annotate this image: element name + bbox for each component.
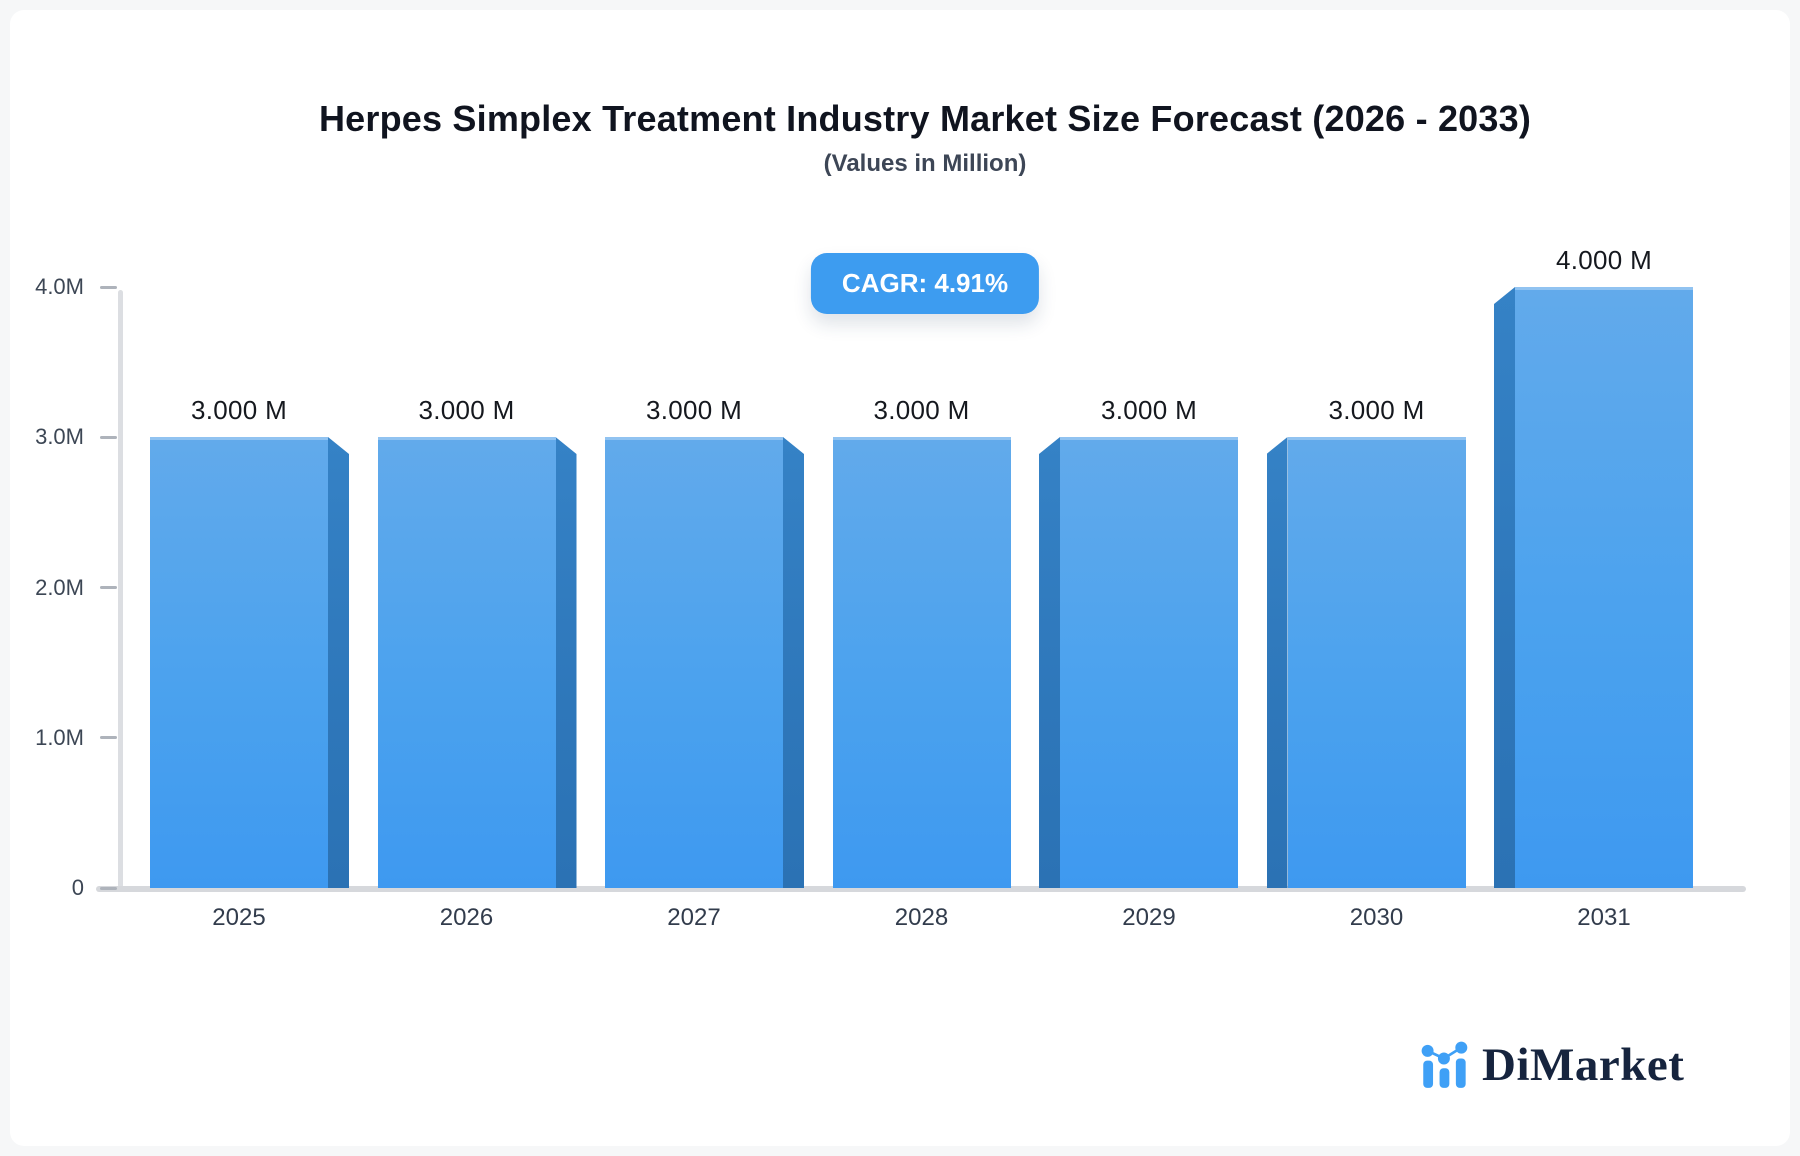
- bar-2026: [377, 437, 556, 888]
- bar-value-label: 3.000 M: [190, 395, 288, 425]
- bar-value-label: 3.000 M: [645, 395, 743, 425]
- bar-value-label: 3.000 M: [418, 395, 515, 425]
- bar-side-panel: [1266, 437, 1288, 888]
- x-axis-label: 2025: [212, 904, 266, 931]
- bar-value-label: 3.000 M: [1328, 395, 1425, 425]
- bar-2027: [605, 437, 783, 888]
- y-axis-tick-mark: [100, 886, 117, 890]
- bar-2025: [150, 437, 328, 888]
- chart-stage: Herpes Simplex Treatment Industry Market…: [10, 10, 1790, 1146]
- x-axis-label: 2026: [439, 904, 494, 931]
- bar-2031: [1515, 287, 1693, 888]
- chart-subtitle: (Values in Million): [823, 150, 1027, 177]
- x-axis-label: 2031: [1577, 904, 1631, 931]
- y-axis-tick-label: 4.0M: [35, 274, 84, 299]
- x-axis-baseline: [96, 886, 1746, 892]
- x-axis-label: 2027: [667, 904, 721, 931]
- bar-side-panel: [1494, 287, 1515, 888]
- bar-side-panel: [1039, 437, 1060, 888]
- y-axis-tick-label: 2.0M: [35, 574, 84, 600]
- y-axis-tick-mark: [100, 285, 117, 289]
- bar-side-panel: [555, 437, 577, 888]
- bar-2030: [1287, 437, 1466, 888]
- y-axis-line: [118, 290, 123, 888]
- bar-value-label: 3.000 M: [1100, 395, 1198, 425]
- y-axis-tick-label: 1.0M: [35, 724, 84, 750]
- bar-2028: [832, 437, 1011, 888]
- bar-value-label: 4.000 M: [1555, 245, 1653, 275]
- x-axis-label: 2030: [1349, 904, 1404, 931]
- x-axis-label: 2028: [894, 904, 949, 931]
- y-axis-tick-mark: [100, 435, 117, 439]
- cagr-badge: CAGR: 4.91%: [810, 253, 1040, 314]
- bar-2029: [1060, 437, 1238, 888]
- brand-logo: DiMarket: [1420, 1038, 1684, 1092]
- bar-side-panel: [328, 437, 349, 888]
- y-axis-tick-label: 0: [71, 875, 84, 900]
- y-axis-tick-label: 3.0M: [35, 424, 84, 450]
- brand-name: DiMarket: [1482, 1039, 1685, 1091]
- chart-card: Herpes Simplex Treatment Industry Market…: [10, 10, 1790, 1146]
- x-axis-label: 2029: [1122, 904, 1176, 931]
- bar-value-label: 3.000 M: [873, 395, 970, 425]
- bar-side-panel: [783, 437, 804, 888]
- y-axis-tick-mark: [100, 736, 117, 740]
- bar-chart-logo-icon: [1421, 1041, 1468, 1088]
- y-axis-tick-mark: [100, 586, 117, 589]
- chart-title: Herpes Simplex Treatment Industry Market…: [318, 98, 1532, 139]
